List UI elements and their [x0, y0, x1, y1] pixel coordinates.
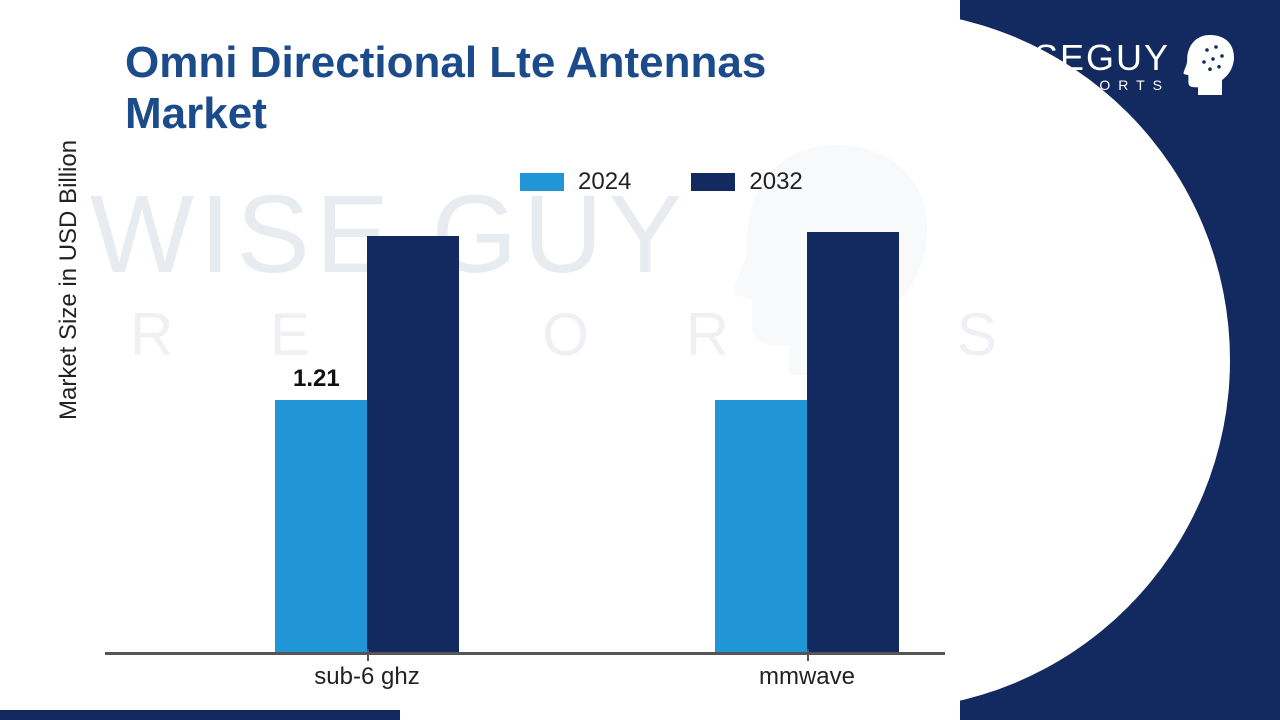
x-tick	[367, 649, 369, 661]
x-tick	[807, 649, 809, 661]
bar	[715, 400, 807, 652]
page-root: WISE GUY R E P O R T S Omni Directional …	[0, 0, 1280, 720]
chart-plot-area: sub-6 ghzmmwave1.21	[105, 215, 945, 655]
bar-group	[715, 232, 899, 652]
bar	[275, 400, 367, 652]
x-axis-line	[105, 652, 945, 655]
legend-swatch	[691, 173, 735, 191]
y-axis-label: Market Size in USD Billion	[55, 140, 83, 420]
legend-label: 2024	[578, 168, 631, 196]
chart-legend: 2024 2032	[520, 168, 803, 196]
brand-logo-sub: REPORTS	[1047, 77, 1170, 93]
chart-title: Omni Directional Lte Antennas Market	[125, 38, 865, 139]
brand-logo: WISEGUY REPORTS	[986, 30, 1240, 100]
bar	[367, 236, 459, 652]
bar-value-label: 1.21	[293, 365, 340, 393]
legend-item: 2024	[520, 168, 631, 196]
category-label: mmwave	[759, 663, 855, 691]
legend-label: 2032	[749, 168, 802, 196]
legend-swatch	[520, 173, 564, 191]
legend-item: 2032	[691, 168, 802, 196]
brand-head-icon	[1180, 30, 1240, 100]
category-label: sub-6 ghz	[314, 663, 419, 691]
bar	[807, 232, 899, 652]
brand-logo-text: WISEGUY REPORTS	[986, 37, 1170, 93]
brand-logo-main: WISEGUY	[986, 37, 1170, 79]
bottom-accent-bar	[0, 710, 400, 720]
bar-group	[275, 236, 459, 652]
